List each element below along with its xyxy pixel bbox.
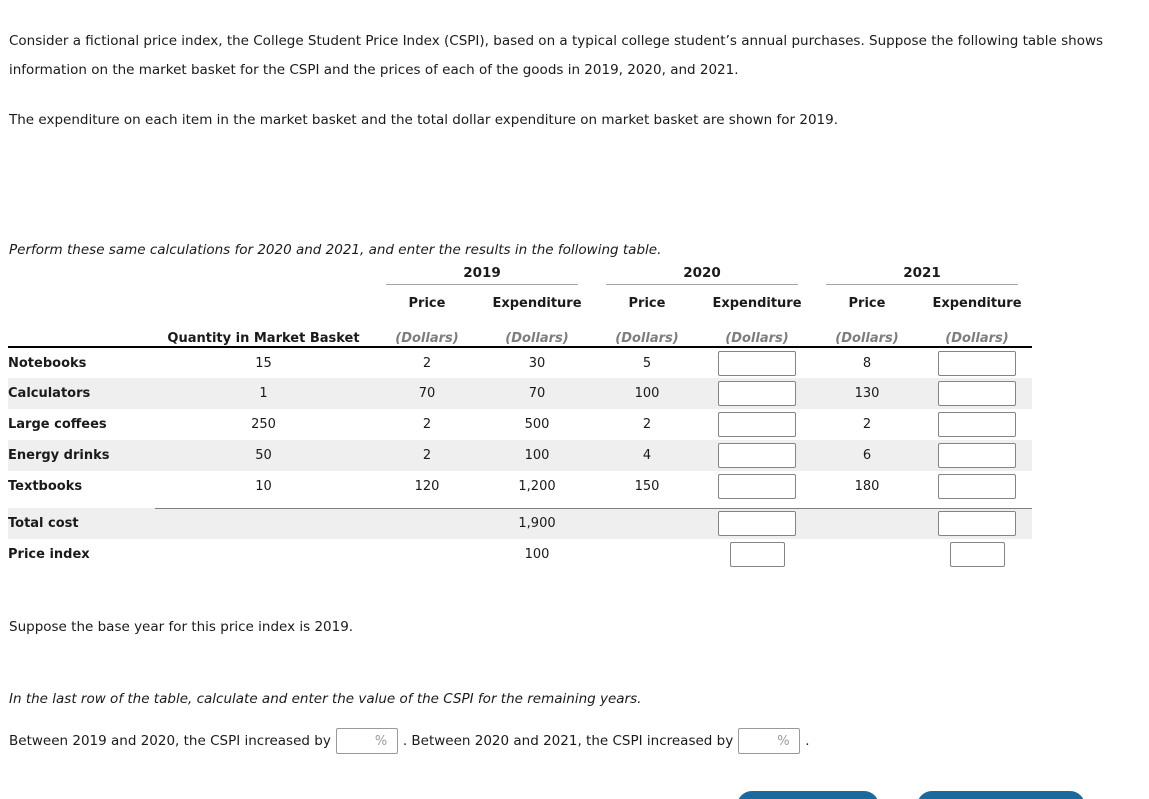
price-2020-value: 4: [592, 440, 702, 471]
percent-sentence-part3: .: [805, 733, 810, 749]
price-2019-value: 2: [372, 440, 482, 471]
price-index-2020-input[interactable]: [729, 542, 785, 567]
price-2019-value: 70: [372, 378, 482, 409]
total-expenditure-2021-input[interactable]: [938, 511, 1016, 537]
pct-2019-2020-box: %: [335, 728, 398, 754]
instruction-calculations: Perform these same calculations for 2020…: [9, 241, 662, 258]
expenditure-2020-notebooks-input[interactable]: [718, 350, 796, 376]
table-row-total-cost: Total cost 1,900: [8, 507, 1032, 539]
item-label: Calculators: [8, 378, 155, 409]
price-2019-value: 2: [422, 355, 432, 371]
item-label: Price index: [8, 547, 90, 562]
item-label: Textbooks: [8, 479, 83, 494]
price-index-2021-input[interactable]: [949, 542, 1005, 567]
dollars-label: (Dollars): [482, 317, 592, 348]
table-row-price-index: Price index 100: [8, 539, 1032, 570]
price-2021-value: 6: [812, 440, 922, 471]
pct-increase-2019-2020-input[interactable]: [336, 731, 373, 751]
dollars-label: (Dollars): [702, 317, 812, 348]
percent-sentence-part1: Between 2019 and 2020, the CSPI increase…: [9, 733, 331, 749]
expenditure-2020-textbooks-input[interactable]: [718, 474, 796, 499]
cspi-table-container: 2019 2020 2021 Price Expenditure Price E…: [8, 265, 1032, 570]
price-expenditure-header-row: Price Expenditure Price Expenditure Pric…: [8, 290, 1032, 317]
year-header-row: 2019 2020 2021: [8, 265, 1032, 290]
price-2019-value: 2: [422, 417, 432, 432]
table-row-large-coffees: Large coffees 250 2 500 2 2: [8, 409, 1032, 440]
item-label: Energy drinks: [8, 440, 155, 471]
item-label: Large coffees: [8, 417, 107, 432]
expenditure-header-2021: Expenditure: [932, 296, 1022, 311]
expenditure-2021-large-coffees-input[interactable]: [938, 412, 1016, 437]
instruction-cspi: In the last row of the table, calculate …: [9, 690, 642, 707]
year-underline: [606, 284, 798, 285]
year-underline: [826, 284, 1018, 285]
expenditure-2021-calculators-input[interactable]: [938, 381, 1016, 406]
percent-sentence-part2: . Between 2020 and 2021, the CSPI increa…: [402, 733, 734, 749]
price-index-2019-value: 100: [524, 547, 550, 562]
intro-paragraph-2: The expenditure on each item in the mark…: [9, 111, 839, 128]
expenditure-2021-textbooks-input[interactable]: [938, 474, 1016, 499]
cspi-table: 2019 2020 2021 Price Expenditure Price E…: [8, 265, 1032, 570]
expenditure-2021-energy-drinks-input[interactable]: [938, 443, 1016, 468]
spacer-row: [8, 502, 1032, 508]
table-row-textbooks: Textbooks 10 120 1,200 150 180: [8, 471, 1032, 502]
price-header-2019: Price: [408, 296, 446, 311]
base-year-note: Suppose the base year for this price ind…: [9, 618, 354, 635]
year-underline: [386, 284, 578, 285]
percent-sign: %: [374, 733, 388, 749]
price-2021-value: 130: [812, 378, 922, 409]
quantity-value: 1: [155, 378, 372, 409]
expenditure-2019-value: 1,200: [518, 479, 556, 494]
price-2021-value: 8: [862, 355, 872, 371]
year-header-2021: 2021: [812, 265, 1032, 290]
quantity-value: 15: [255, 355, 272, 371]
dollars-label: (Dollars): [372, 317, 482, 348]
price-header-2020: Price: [628, 296, 666, 311]
expenditure-2020-calculators-input[interactable]: [718, 381, 796, 406]
intro-paragraph-1: Consider a fictional price index, the Co…: [9, 32, 1104, 78]
units-header-row: Quantity in Market Basket (Dollars) (Dol…: [8, 317, 1032, 348]
table-row-calculators: Calculators 1 70 70 100 130: [8, 378, 1032, 409]
expenditure-2020-large-coffees-input[interactable]: [718, 412, 796, 437]
dollars-label: (Dollars): [922, 317, 1032, 348]
expenditure-header-2020: Expenditure: [712, 296, 802, 311]
pct-2020-2021-box: %: [738, 728, 801, 754]
expenditure-2021-notebooks-input[interactable]: [938, 350, 1016, 376]
quantity-header: Quantity in Market Basket: [155, 317, 372, 348]
item-label: Total cost: [8, 508, 155, 539]
expenditure-2020-energy-drinks-input[interactable]: [718, 443, 796, 468]
expenditure-2019-value: 70: [482, 378, 592, 409]
price-header-2021: Price: [848, 296, 886, 311]
item-label: Notebooks: [8, 355, 87, 371]
dollars-label: (Dollars): [592, 317, 702, 348]
table-row-notebooks: Notebooks 15 2 30 5 8: [8, 347, 1032, 378]
quantity-value: 50: [155, 440, 372, 471]
year-header-2020: 2020: [592, 265, 812, 290]
bottom-button-right[interactable]: [917, 791, 1085, 799]
expenditure-2019-value: 100: [482, 440, 592, 471]
total-expenditure-2020-input[interactable]: [718, 511, 796, 537]
quantity-value: 10: [255, 479, 272, 494]
expenditure-2019-value: 30: [528, 355, 546, 371]
price-2020-value: 2: [642, 417, 652, 432]
dollars-label: (Dollars): [812, 317, 922, 348]
expenditure-header-2019: Expenditure: [492, 296, 582, 311]
table-row-energy-drinks: Energy drinks 50 2 100 4 6: [8, 440, 1032, 471]
percent-sign: %: [777, 733, 790, 749]
total-expenditure-2019-value: 1,900: [482, 507, 592, 539]
price-2021-value: 180: [854, 479, 880, 494]
price-2020-value: 5: [642, 355, 652, 371]
price-2021-value: 2: [862, 417, 872, 432]
expenditure-2019-value: 500: [524, 417, 550, 432]
bottom-button-left[interactable]: [737, 791, 879, 799]
year-header-2019: 2019: [372, 265, 592, 290]
price-2019-value: 120: [414, 479, 440, 494]
percent-change-sentence: Between 2019 and 2020, the CSPI increase…: [9, 728, 810, 754]
quantity-value: 250: [251, 417, 276, 432]
price-2020-value: 150: [634, 479, 660, 494]
pct-increase-2020-2021-input[interactable]: [739, 731, 776, 751]
price-2020-value: 100: [592, 378, 702, 409]
